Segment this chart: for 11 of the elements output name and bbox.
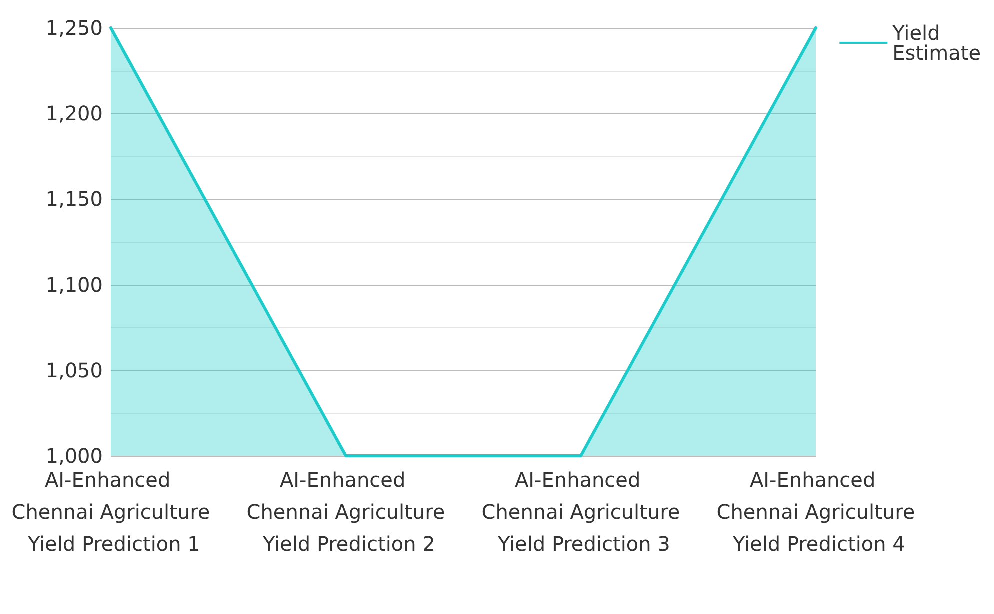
y-tick-label: 1,200 [46,102,103,126]
x-tick-label: AI-Enhanced Chennai Agriculture Yield Prediction 2 [246,468,446,556]
y-tick-label: 1,100 [46,272,103,297]
y-tick-label: 1,000 [46,444,103,468]
x-tick-label: AI-Enhanced Chennai Agriculture Yield Prediction 1 [12,468,210,556]
x-tick-label: AI-Enhanced Chennai Agriculture Yield Prediction 4 [716,468,916,556]
y-tick-label: 1,050 [46,358,103,382]
y-tick-label: 1,250 [46,16,103,40]
y-tick-label: 1,150 [46,187,103,212]
x-tick-label: AI-Enhanced Chennai Agriculture Yield Prediction 3 [482,468,680,556]
legend-label: Yield Estimate [892,21,982,65]
